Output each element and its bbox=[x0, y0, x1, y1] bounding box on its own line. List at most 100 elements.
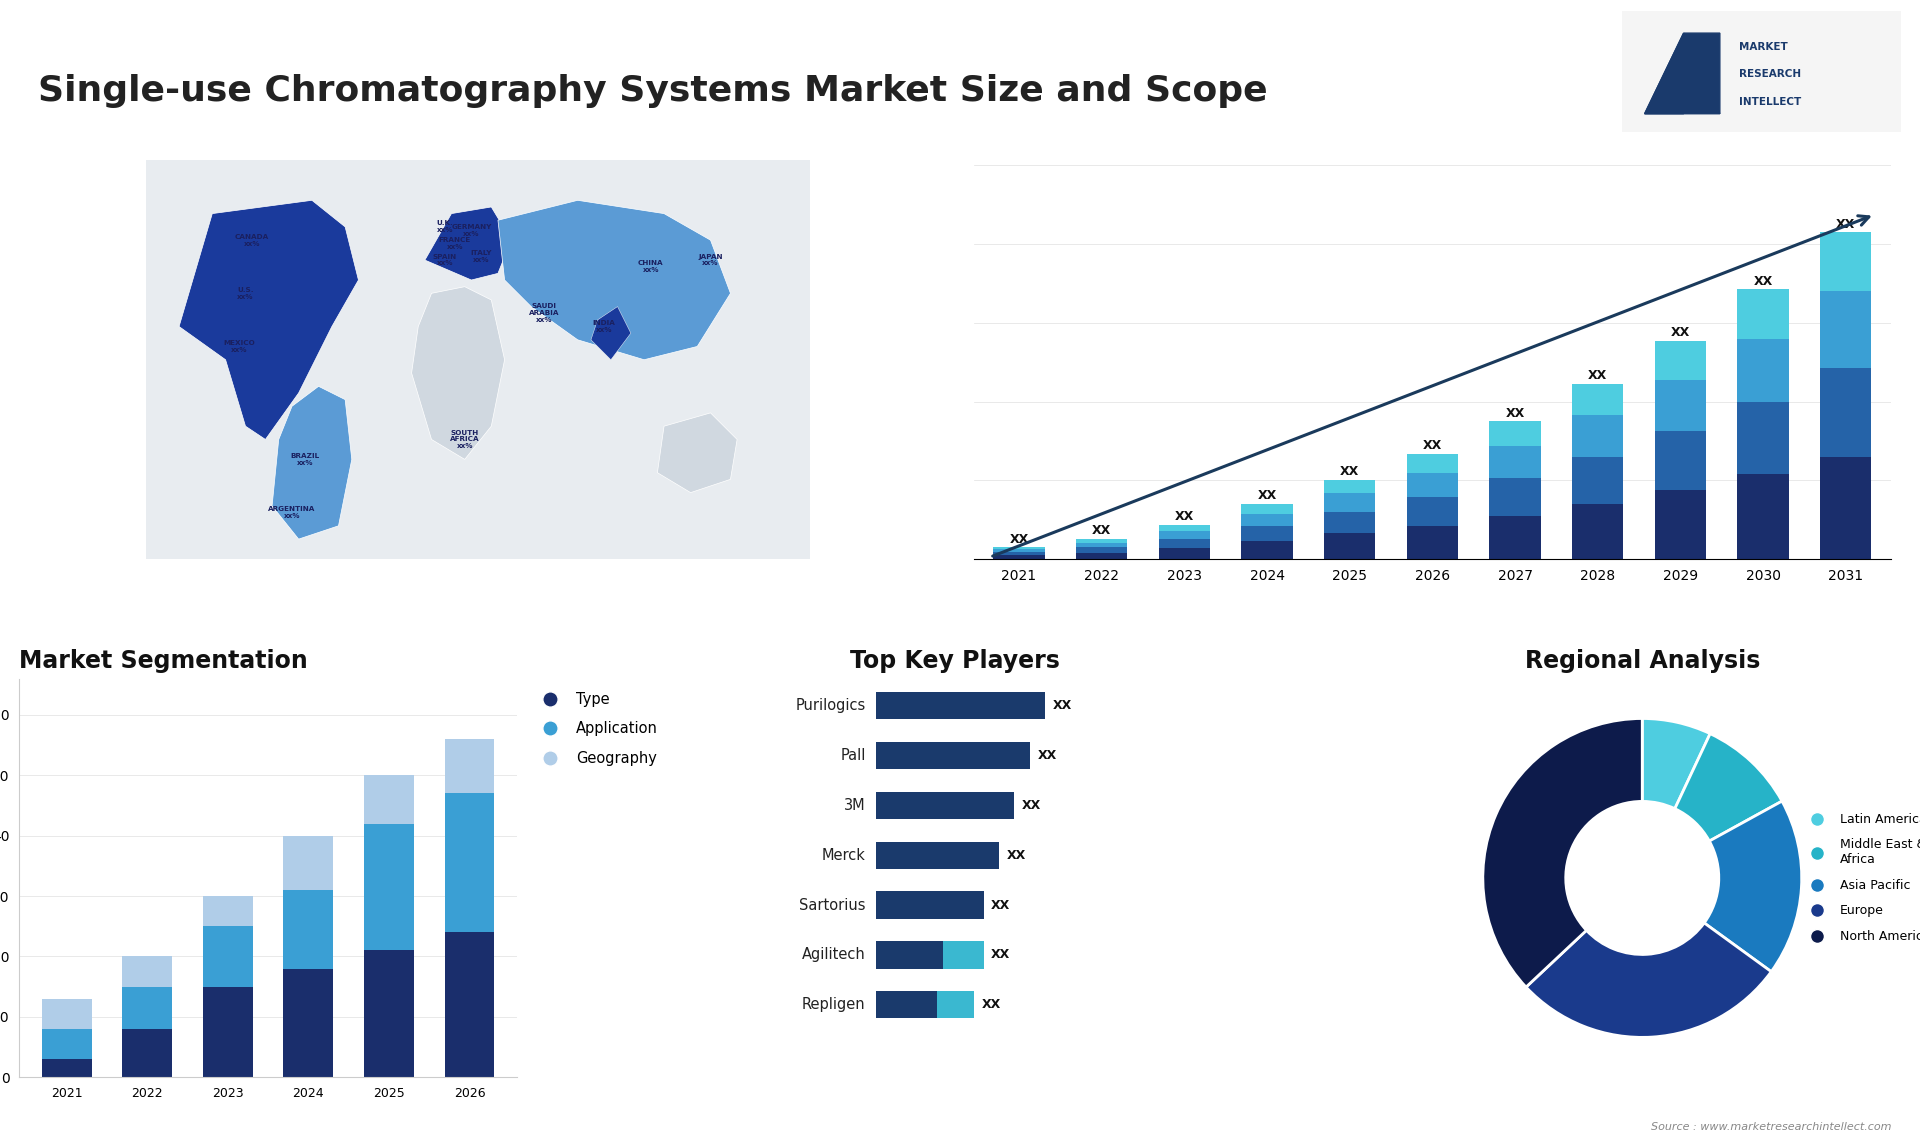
Bar bbox=[1738, 338, 1789, 401]
Text: XX: XX bbox=[991, 898, 1010, 911]
Text: Purilogics: Purilogics bbox=[795, 698, 866, 713]
Bar bbox=[365, 950, 415, 1077]
Bar bbox=[204, 987, 253, 1077]
Polygon shape bbox=[273, 386, 351, 539]
Text: MEXICO
xx%: MEXICO xx% bbox=[223, 340, 255, 353]
Title: Regional Analysis: Regional Analysis bbox=[1524, 649, 1761, 673]
Text: CHINA
xx%: CHINA xx% bbox=[637, 260, 664, 273]
Bar bbox=[1820, 291, 1872, 368]
Text: XX: XX bbox=[1037, 749, 1056, 762]
Bar bbox=[1490, 516, 1540, 559]
Bar bbox=[123, 957, 173, 987]
Text: JAPAN
xx%: JAPAN xx% bbox=[699, 253, 722, 267]
Text: Market Segmentation: Market Segmentation bbox=[19, 649, 307, 673]
Bar bbox=[1655, 380, 1707, 431]
Bar bbox=[1242, 513, 1292, 526]
Bar bbox=[1075, 542, 1127, 548]
Text: MARKET: MARKET bbox=[1740, 41, 1788, 52]
Polygon shape bbox=[1645, 33, 1684, 113]
Text: XX: XX bbox=[1753, 275, 1772, 288]
Bar bbox=[1325, 533, 1375, 559]
Text: Single-use Chromatography Systems Market Size and Scope: Single-use Chromatography Systems Market… bbox=[38, 74, 1267, 109]
FancyBboxPatch shape bbox=[876, 692, 1044, 720]
Bar bbox=[1075, 539, 1127, 542]
Text: CANADA
xx%: CANADA xx% bbox=[234, 234, 269, 246]
Bar bbox=[993, 549, 1044, 552]
Bar bbox=[42, 1029, 92, 1059]
Bar bbox=[1160, 525, 1210, 531]
FancyBboxPatch shape bbox=[943, 941, 983, 968]
Bar bbox=[1407, 526, 1457, 559]
Bar bbox=[445, 739, 495, 793]
Wedge shape bbox=[1526, 923, 1772, 1037]
Bar bbox=[1572, 457, 1622, 504]
Title: Top Key Players: Top Key Players bbox=[851, 649, 1060, 673]
Text: XX: XX bbox=[1010, 533, 1029, 545]
Wedge shape bbox=[1705, 801, 1801, 972]
Bar bbox=[1407, 497, 1457, 526]
Text: U.S.
xx%: U.S. xx% bbox=[238, 286, 253, 300]
Wedge shape bbox=[1674, 733, 1782, 841]
FancyBboxPatch shape bbox=[876, 841, 998, 869]
Bar bbox=[1242, 541, 1292, 559]
Polygon shape bbox=[497, 201, 730, 360]
Bar bbox=[1738, 474, 1789, 559]
Bar bbox=[1490, 422, 1540, 446]
Text: INDIA
xx%: INDIA xx% bbox=[593, 320, 616, 332]
Polygon shape bbox=[1684, 33, 1720, 113]
Bar bbox=[1490, 478, 1540, 516]
Bar bbox=[993, 552, 1044, 555]
Legend: Type, Application, Geography: Type, Application, Geography bbox=[530, 686, 664, 771]
Bar bbox=[1655, 340, 1707, 380]
Bar bbox=[42, 998, 92, 1029]
Text: XX: XX bbox=[1175, 510, 1194, 524]
Text: XX: XX bbox=[1021, 799, 1041, 811]
Bar bbox=[365, 824, 415, 950]
Text: XX: XX bbox=[1670, 325, 1690, 339]
Bar bbox=[1242, 526, 1292, 541]
Text: 3M: 3M bbox=[845, 798, 866, 813]
Bar bbox=[1572, 504, 1622, 559]
Bar bbox=[445, 933, 495, 1077]
Text: FRANCE
xx%: FRANCE xx% bbox=[438, 237, 470, 250]
Bar bbox=[284, 968, 334, 1077]
FancyBboxPatch shape bbox=[876, 792, 1014, 819]
Bar bbox=[1325, 512, 1375, 533]
Text: XX: XX bbox=[1340, 465, 1359, 478]
Polygon shape bbox=[657, 413, 737, 493]
Bar bbox=[1738, 290, 1789, 338]
FancyBboxPatch shape bbox=[937, 991, 973, 1019]
Text: Agilitech: Agilitech bbox=[803, 948, 866, 963]
Bar bbox=[1075, 548, 1127, 552]
Bar bbox=[1655, 431, 1707, 490]
Text: SPAIN
xx%: SPAIN xx% bbox=[432, 253, 457, 267]
Bar bbox=[1572, 384, 1622, 415]
Bar bbox=[1325, 493, 1375, 512]
Text: Pall: Pall bbox=[841, 748, 866, 763]
Wedge shape bbox=[1482, 719, 1642, 987]
Legend: Latin America, Middle East &
Africa, Asia Pacific, Europe, North America: Latin America, Middle East & Africa, Asi… bbox=[1799, 808, 1920, 948]
FancyBboxPatch shape bbox=[876, 941, 943, 968]
Bar bbox=[284, 890, 334, 968]
Text: SOUTH
AFRICA
xx%: SOUTH AFRICA xx% bbox=[449, 430, 480, 449]
Bar bbox=[993, 555, 1044, 559]
Text: XX: XX bbox=[1505, 407, 1524, 419]
FancyBboxPatch shape bbox=[876, 991, 937, 1019]
Bar bbox=[123, 987, 173, 1029]
Text: U.K.
xx%: U.K. xx% bbox=[436, 220, 453, 234]
Text: GERMANY
xx%: GERMANY xx% bbox=[451, 223, 492, 236]
Bar bbox=[1820, 233, 1872, 291]
Text: XX: XX bbox=[1092, 525, 1112, 537]
Text: ARGENTINA
xx%: ARGENTINA xx% bbox=[269, 507, 315, 519]
Text: BRAZIL
xx%: BRAZIL xx% bbox=[290, 453, 321, 465]
Text: XX: XX bbox=[981, 998, 1000, 1011]
Bar bbox=[993, 548, 1044, 549]
Bar bbox=[1820, 457, 1872, 559]
Text: XX: XX bbox=[1836, 218, 1855, 230]
Text: XX: XX bbox=[991, 949, 1010, 961]
Bar bbox=[1655, 490, 1707, 559]
Bar bbox=[365, 775, 415, 824]
Bar bbox=[204, 926, 253, 987]
Bar bbox=[42, 1059, 92, 1077]
Polygon shape bbox=[179, 201, 359, 439]
